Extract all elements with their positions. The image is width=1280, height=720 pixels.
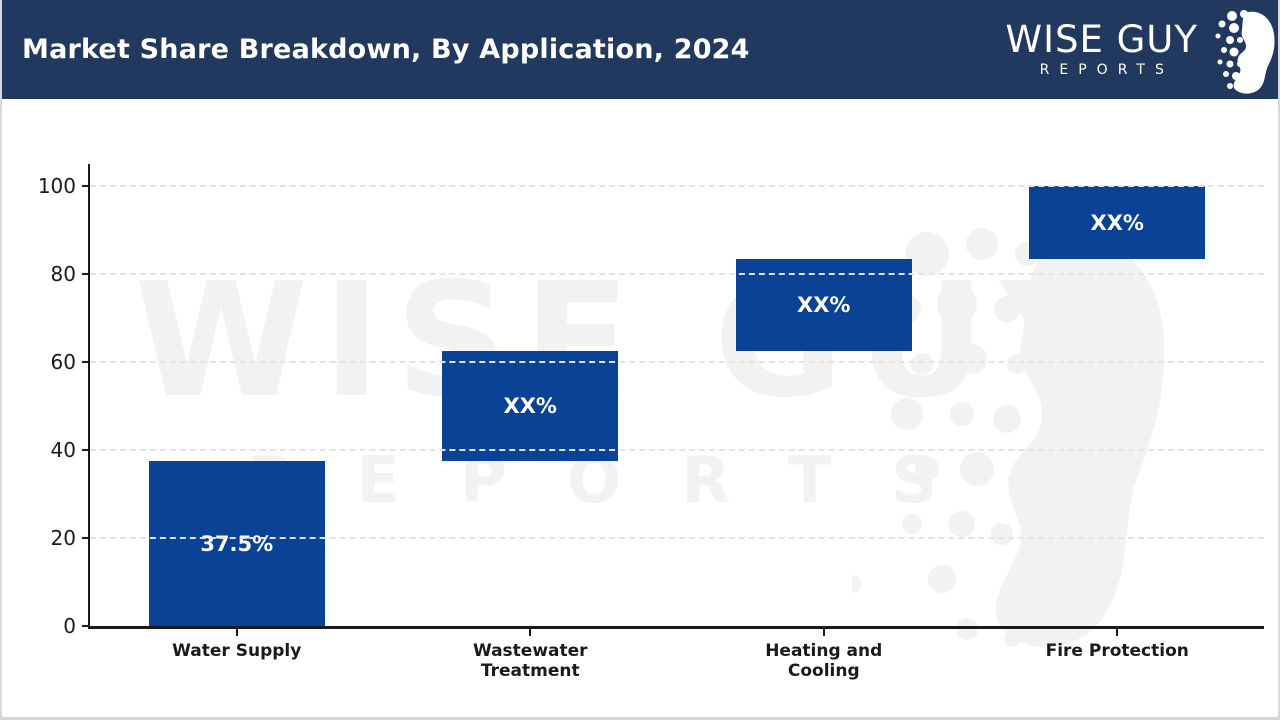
x-category-label: Heating and Cooling bbox=[765, 641, 883, 681]
header-bar: Market Share Breakdown, By Application, … bbox=[2, 0, 1278, 99]
chart-area: WISE GUY REPORTS 37.5% Water Supply XX% Was… bbox=[2, 99, 1278, 717]
x-category-label: Wastewater Treatment bbox=[472, 641, 588, 681]
x-tick bbox=[822, 628, 825, 636]
y-tick bbox=[82, 273, 90, 275]
x-tick bbox=[235, 628, 238, 636]
y-tick-label: 40 bbox=[50, 438, 76, 462]
y-gridline bbox=[90, 537, 1264, 539]
y-tick bbox=[82, 625, 90, 627]
y-tick bbox=[82, 185, 90, 187]
y-tick-label: 80 bbox=[50, 262, 76, 286]
wise-guy-logo: WISE GUY REPORTS bbox=[1006, 4, 1276, 96]
bar-value-label: 37.5% bbox=[200, 531, 274, 556]
logo-subtitle: REPORTS bbox=[1039, 62, 1174, 78]
x-tick bbox=[529, 628, 532, 636]
y-axis-line bbox=[88, 164, 90, 629]
bar-value-label: XX% bbox=[503, 394, 557, 418]
logo-wordmark: WISE GUY bbox=[1005, 18, 1198, 61]
chart-bar: XX% bbox=[442, 351, 619, 461]
y-gridline bbox=[90, 361, 1264, 363]
logo-text: WISE GUY REPORTS bbox=[1005, 18, 1198, 79]
y-gridline bbox=[90, 273, 1264, 275]
y-tick bbox=[82, 361, 90, 363]
x-axis-line bbox=[88, 626, 1264, 629]
y-gridline bbox=[90, 185, 1264, 187]
x-category-label: Water Supply bbox=[172, 641, 302, 661]
bar-value-label: XX% bbox=[797, 293, 851, 318]
y-gridline bbox=[90, 449, 1264, 451]
chart-bar: XX% bbox=[1029, 186, 1206, 260]
x-tick bbox=[1116, 628, 1119, 636]
logo-face-icon bbox=[1215, 10, 1275, 94]
chart-bar: 37.5% bbox=[148, 461, 325, 626]
x-category-label: Fire Protection bbox=[1045, 641, 1189, 661]
y-tick-label: 0 bbox=[63, 614, 76, 638]
y-tick-label: 20 bbox=[50, 526, 76, 550]
y-tick bbox=[82, 537, 90, 539]
y-tick-label: 100 bbox=[37, 174, 76, 198]
watermark-wordmark: WISE GUY bbox=[134, 249, 1129, 433]
y-tick-label: 60 bbox=[50, 350, 76, 374]
bar-value-label: XX% bbox=[1090, 210, 1144, 235]
page-title: Market Share Breakdown, By Application, … bbox=[22, 34, 750, 65]
y-tick bbox=[82, 449, 90, 451]
